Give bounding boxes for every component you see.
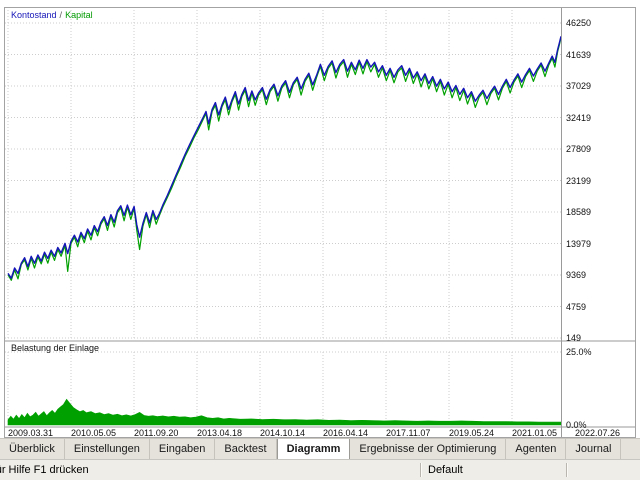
tab-einstellungen[interactable]: Einstellungen bbox=[65, 439, 150, 460]
tab-eingaben[interactable]: Eingaben bbox=[150, 439, 216, 460]
chart-legend: Kontostand / Kapital bbox=[11, 10, 93, 20]
equity-curve-chart[interactable] bbox=[5, 8, 635, 437]
y-axis-label: 13979 bbox=[566, 238, 592, 249]
bottom-tab-bar: Überblick Einstellungen Eingaben Backtest Di… bbox=[0, 438, 640, 460]
status-divider bbox=[566, 463, 567, 477]
legend-separator: / bbox=[59, 10, 63, 20]
status-profile: Default bbox=[428, 463, 463, 476]
tab-agenten[interactable]: Agenten bbox=[506, 439, 567, 460]
y-axis-label: 0.0% bbox=[566, 420, 587, 430]
deposit-load-label: Belastung der Einlage bbox=[11, 343, 100, 353]
status-empty-cell bbox=[567, 460, 640, 480]
legend-balance-label: Kontostand bbox=[11, 10, 57, 20]
y-axis-label: 18589 bbox=[566, 207, 592, 217]
x-axis-label: 2022.07.26 bbox=[575, 428, 621, 438]
x-axis-label: 2016.04.14 bbox=[323, 428, 369, 438]
tab-ueberblick[interactable]: Überblick bbox=[0, 439, 65, 460]
x-axis-label: 2010.05.05 bbox=[71, 428, 117, 438]
x-axis-label: 2021.01.05 bbox=[512, 428, 558, 438]
x-axis-label: 2019.05.24 bbox=[449, 428, 495, 438]
y-axis-label: 9369 bbox=[566, 270, 587, 280]
x-axis-label: 2013.04.18 bbox=[197, 428, 243, 438]
legend-equity-label: Kapital bbox=[65, 10, 93, 20]
y-axis-label: 27809 bbox=[566, 144, 592, 154]
x-axis-label: 2014.10.14 bbox=[260, 428, 306, 438]
x-axis-label: 2017.11.07 bbox=[386, 428, 431, 438]
tab-journal[interactable]: Journal bbox=[566, 439, 622, 460]
y-axis-label: 41639 bbox=[566, 49, 592, 60]
status-divider bbox=[420, 463, 421, 477]
tester-chart-panel[interactable]: Kontostand / Kapital Belastung der Einlage… bbox=[4, 7, 636, 438]
tab-backtest[interactable]: Backtest bbox=[215, 439, 277, 460]
y-axis-label: 149 bbox=[566, 333, 582, 343]
y-axis-label: 4759 bbox=[566, 301, 587, 312]
y-axis-label: 46250 bbox=[566, 18, 592, 28]
status-help-text: Für Hilfe F1 drücken bbox=[0, 463, 89, 476]
y-axis-label: 23199 bbox=[566, 175, 592, 186]
x-axis-label: 2011.09.20 bbox=[134, 428, 179, 438]
x-axis-label: 2009.03.31 bbox=[8, 428, 54, 438]
tab-ergebnisse-der-optimierung[interactable]: Ergebnisse der Optimierung bbox=[350, 439, 507, 460]
y-axis-label: 37029 bbox=[566, 81, 592, 91]
y-axis-label: 25.0% bbox=[566, 347, 592, 357]
status-bar: Für Hilfe F1 drücken Default bbox=[0, 459, 640, 480]
tab-diagramm[interactable]: Diagramm bbox=[276, 439, 351, 460]
y-axis-label: 32419 bbox=[566, 112, 592, 123]
